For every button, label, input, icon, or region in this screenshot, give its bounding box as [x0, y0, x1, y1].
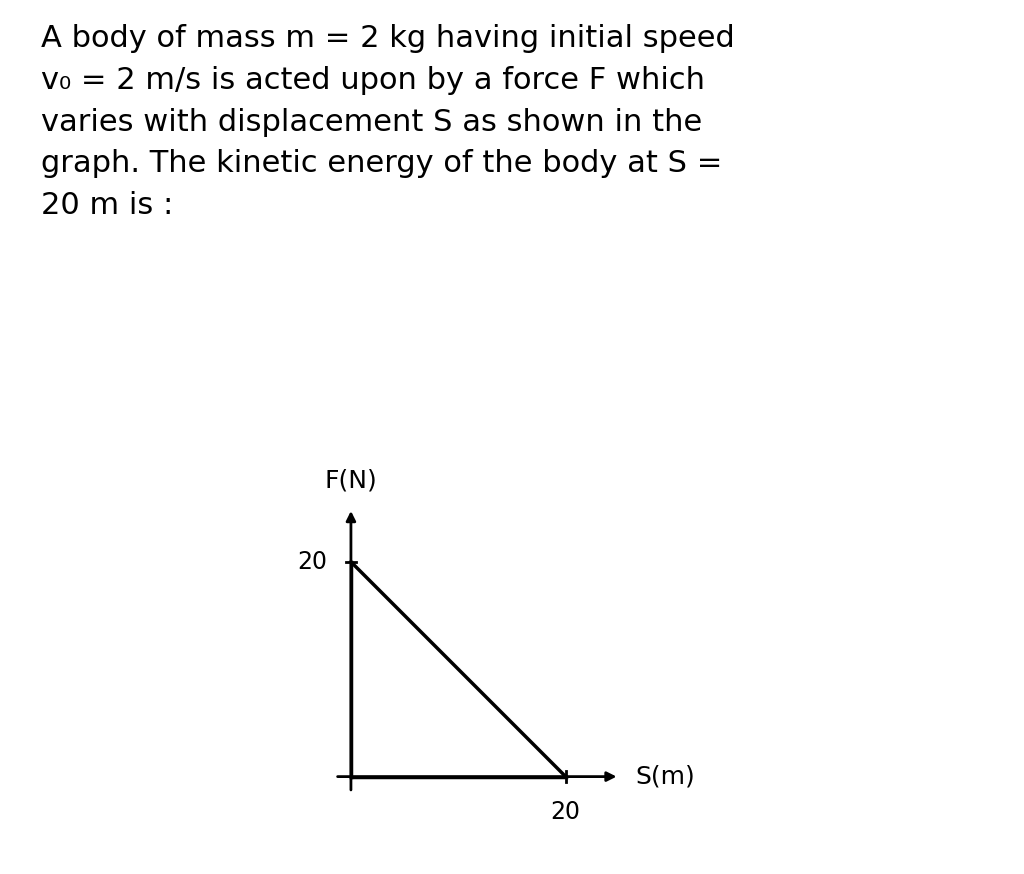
- Text: ^: ^: [951, 827, 974, 856]
- Text: 20: 20: [551, 801, 581, 824]
- Text: 20: 20: [297, 550, 328, 574]
- Text: A body of mass m = 2 kg having initial speed
v₀ = 2 m/s is acted upon by a force: A body of mass m = 2 kg having initial s…: [41, 24, 734, 220]
- Text: S(m): S(m): [636, 765, 695, 788]
- Text: F(N): F(N): [325, 468, 377, 492]
